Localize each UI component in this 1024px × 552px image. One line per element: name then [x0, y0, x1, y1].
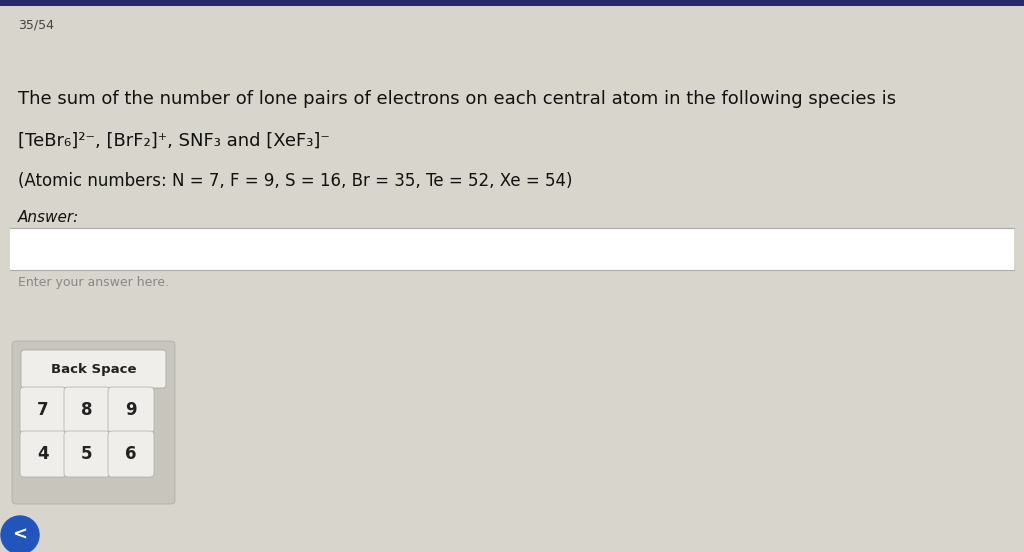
Text: <: < — [12, 526, 28, 544]
Text: The sum of the number of lone pairs of electrons on each central atom in the fol: The sum of the number of lone pairs of e… — [18, 90, 896, 108]
FancyBboxPatch shape — [63, 431, 110, 477]
FancyBboxPatch shape — [20, 387, 66, 433]
Text: 35/54: 35/54 — [18, 18, 54, 31]
Circle shape — [1, 516, 39, 552]
FancyBboxPatch shape — [0, 0, 1024, 6]
Text: [TeBr₆]²⁻, [BrF₂]⁺, SNF₃ and [XeF₃]⁻: [TeBr₆]²⁻, [BrF₂]⁺, SNF₃ and [XeF₃]⁻ — [18, 132, 330, 150]
Text: Answer:: Answer: — [18, 210, 79, 225]
Text: 4: 4 — [37, 445, 49, 463]
FancyBboxPatch shape — [108, 431, 154, 477]
FancyBboxPatch shape — [20, 431, 66, 477]
Text: Enter your answer here.: Enter your answer here. — [18, 276, 169, 289]
Text: 6: 6 — [125, 445, 137, 463]
FancyBboxPatch shape — [22, 350, 166, 388]
FancyBboxPatch shape — [108, 387, 154, 433]
FancyBboxPatch shape — [63, 387, 110, 433]
FancyBboxPatch shape — [12, 341, 175, 504]
Text: Back Space: Back Space — [51, 363, 136, 375]
FancyBboxPatch shape — [10, 228, 1014, 270]
Text: 5: 5 — [81, 445, 93, 463]
Text: (Atomic numbers: N = 7, F = 9, S = 16, Br = 35, Te = 52, Xe = 54): (Atomic numbers: N = 7, F = 9, S = 16, B… — [18, 172, 572, 190]
Text: 9: 9 — [125, 401, 137, 419]
Text: 8: 8 — [81, 401, 93, 419]
Text: 7: 7 — [37, 401, 49, 419]
